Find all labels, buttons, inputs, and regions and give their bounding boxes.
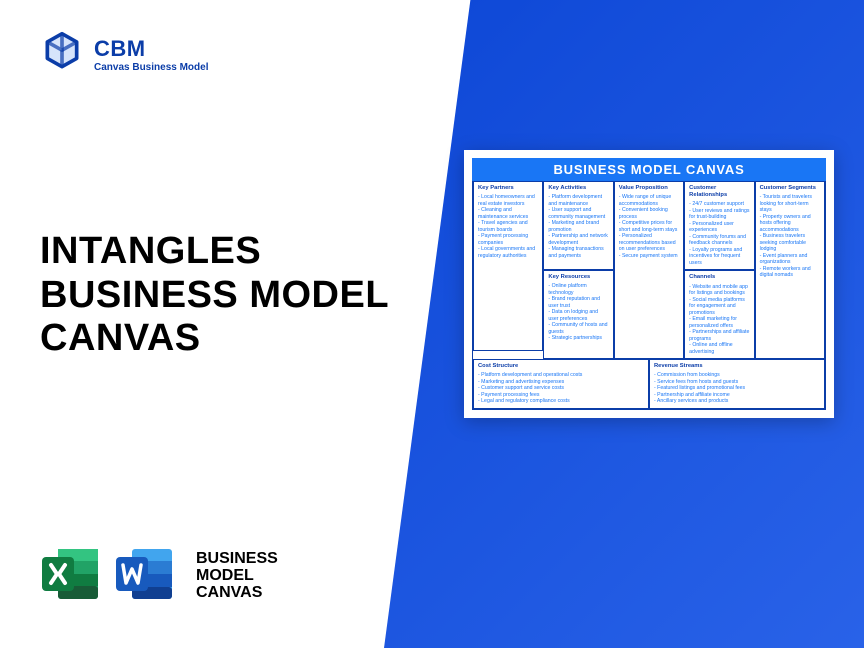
excel-icon	[40, 545, 102, 608]
canvas-preview: BUSINESS MODEL CANVAS Key Partners Local…	[464, 150, 834, 418]
cell-cost-structure: Cost Structure Platform development and …	[473, 359, 649, 409]
page-title: INTANGLES BUSINESS MODEL CANVAS	[40, 230, 389, 361]
file-format-badges: BUSINESS MODEL CANVAS	[40, 545, 278, 608]
file-format-label: BUSINESS MODEL CANVAS	[196, 551, 278, 601]
word-icon	[114, 545, 176, 608]
cell-channels: Channels Website and mobile app for list…	[684, 270, 754, 359]
cell-key-resources: Key Resources Online platform technology…	[543, 270, 613, 359]
cell-key-partners: Key Partners Local homeowners and real e…	[473, 181, 543, 351]
canvas-grid: Key Partners Local homeowners and real e…	[472, 181, 826, 410]
title-line-2: BUSINESS MODEL	[40, 274, 389, 318]
title-line-1: INTANGLES	[40, 230, 389, 274]
brand-tagline: Canvas Business Model	[94, 62, 208, 73]
cell-customer-relationships: Customer Relationships 24/7 customer sup…	[684, 181, 754, 270]
cell-customer-segments: Customer Segments Tourists and travelers…	[755, 181, 825, 359]
cell-key-activities: Key Activities Platform development and …	[543, 181, 613, 270]
cell-value-proposition: Value Proposition Wide range of unique a…	[614, 181, 684, 359]
brand-logo: CBM Canvas Business Model	[40, 30, 208, 79]
cell-revenue-streams: Revenue Streams Commission from bookings…	[649, 359, 825, 409]
logo-icon	[40, 30, 84, 79]
title-line-3: CANVAS	[40, 317, 389, 361]
canvas-header: BUSINESS MODEL CANVAS	[472, 158, 826, 181]
brand-name: CBM	[94, 36, 208, 62]
